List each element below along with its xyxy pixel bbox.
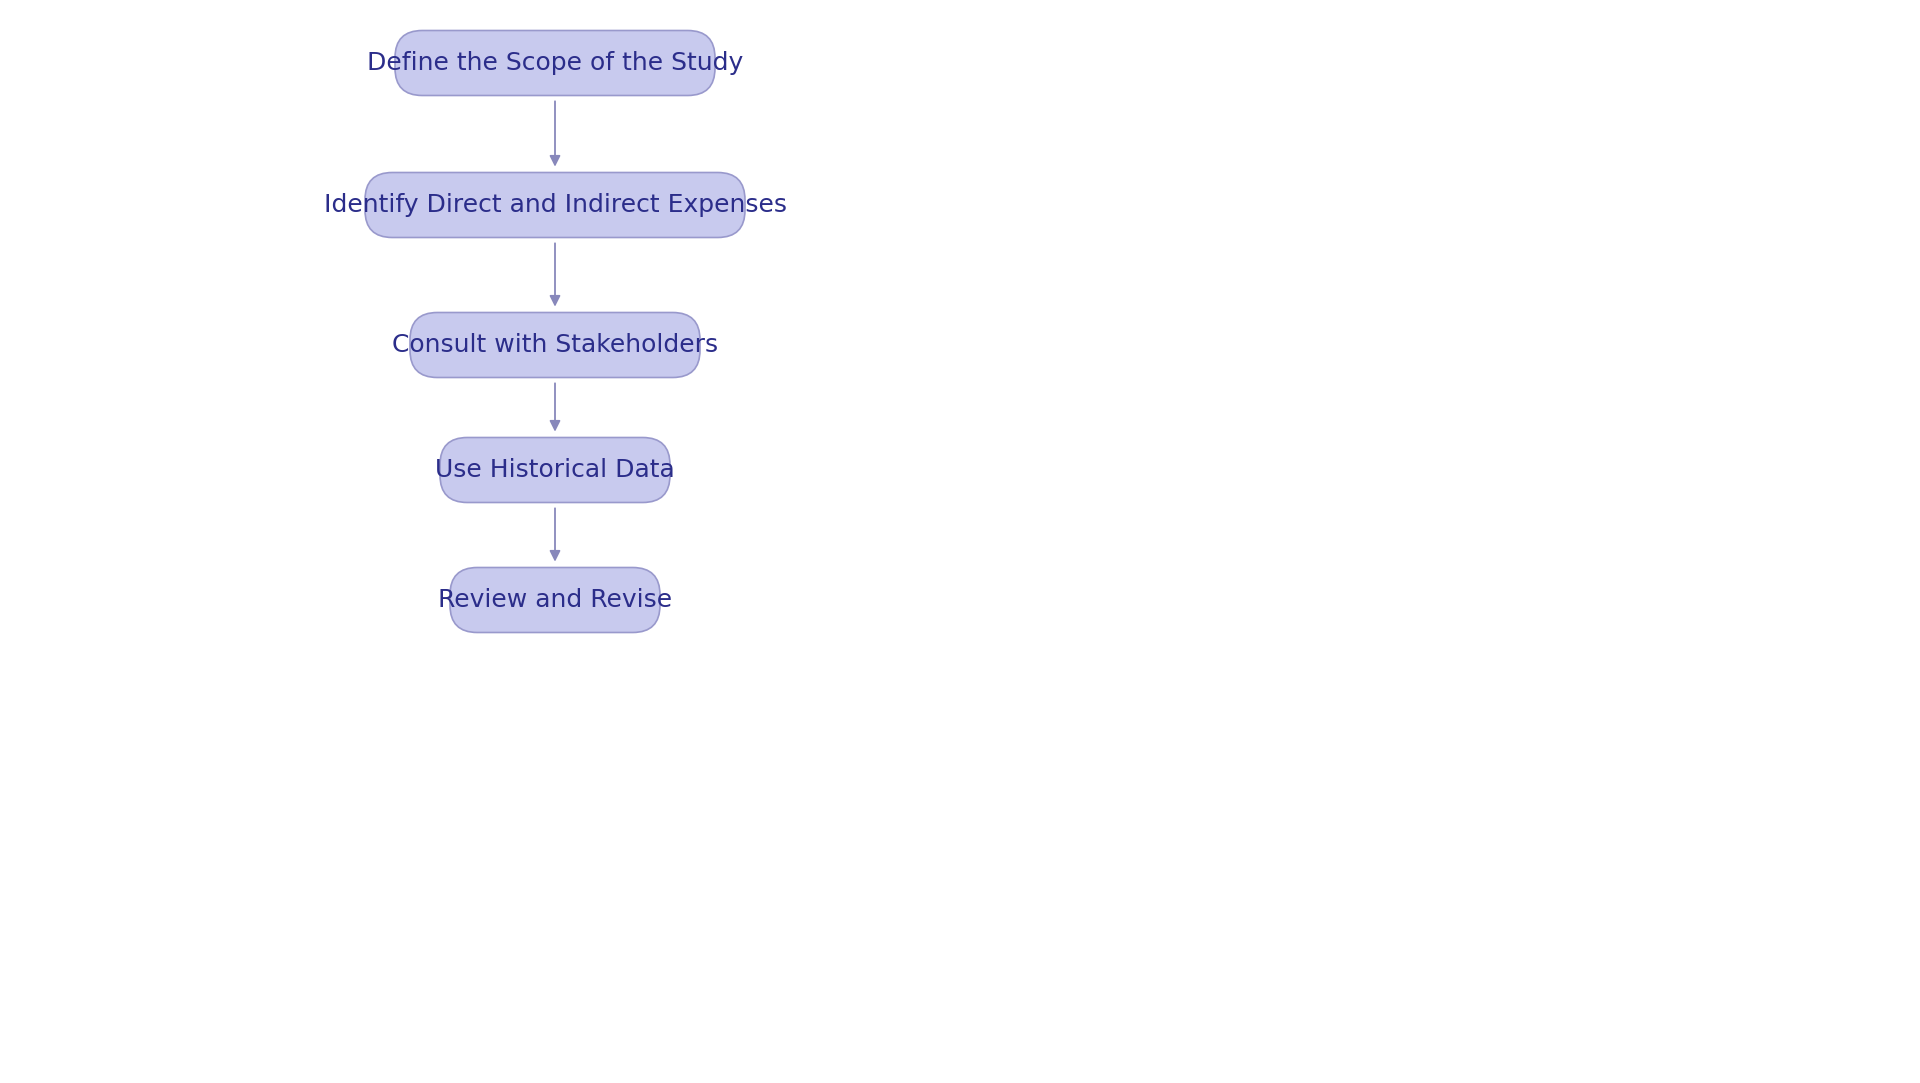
- FancyBboxPatch shape: [440, 438, 670, 503]
- FancyBboxPatch shape: [411, 313, 701, 378]
- FancyBboxPatch shape: [449, 567, 660, 632]
- Text: Consult with Stakeholders: Consult with Stakeholders: [392, 332, 718, 357]
- Text: Review and Revise: Review and Revise: [438, 588, 672, 612]
- FancyBboxPatch shape: [365, 172, 745, 237]
- Text: Define the Scope of the Study: Define the Scope of the Study: [367, 51, 743, 75]
- FancyBboxPatch shape: [396, 30, 714, 95]
- Text: Identify Direct and Indirect Expenses: Identify Direct and Indirect Expenses: [323, 193, 787, 217]
- Text: Use Historical Data: Use Historical Data: [436, 458, 674, 482]
